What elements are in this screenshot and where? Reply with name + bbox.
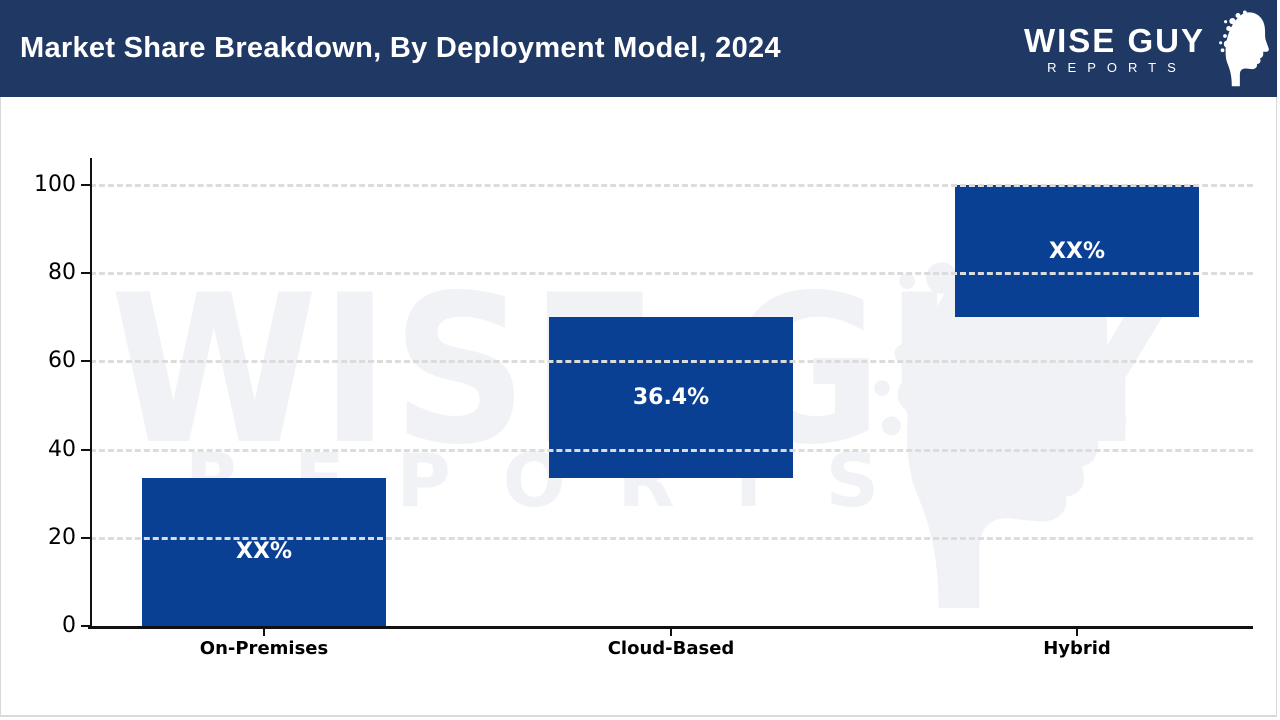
- chart-title: Market Share Breakdown, By Deployment Mo…: [20, 32, 781, 64]
- gridline-y100: [90, 184, 1253, 187]
- ytick-label-60: 60: [48, 348, 76, 374]
- bar-value-label: XX%: [236, 539, 292, 565]
- bar-on-premises: XX%: [142, 477, 386, 626]
- ytick-mark-0: [81, 625, 90, 627]
- wiseguy-logo: WISE GUY REPORTS: [1024, 4, 1269, 94]
- logo-text: WISE GUY REPORTS: [1024, 24, 1205, 74]
- category-label-1: Cloud-Based: [607, 638, 735, 659]
- ytick-label-20: 20: [48, 524, 76, 550]
- ytick-label-100: 100: [34, 172, 76, 197]
- category-label-2: Hybrid: [1043, 638, 1111, 659]
- y-axis-line: [90, 158, 92, 628]
- ytick-mark-80: [81, 272, 90, 275]
- logo-wordmark: WISE GUY: [1023, 22, 1205, 59]
- logo-head-icon: [1207, 6, 1269, 92]
- xtick-mark-2: [1076, 628, 1078, 636]
- ytick-mark-20: [81, 536, 90, 539]
- xtick-mark-1: [670, 628, 672, 636]
- header: Market Share Breakdown, By Deployment Mo…: [0, 0, 1277, 97]
- category-label-0: On-Premises: [199, 638, 329, 659]
- bar-cloud-based: 36.4%: [549, 317, 793, 478]
- ytick-label-40: 40: [48, 436, 76, 462]
- xtick-mark-0: [263, 628, 265, 636]
- ytick-mark-100: [81, 184, 90, 186]
- ytick-label-0: 0: [62, 613, 76, 638]
- gridline-y40: [90, 448, 1253, 452]
- gridline-y20: [90, 536, 1253, 540]
- bar-value-label: XX%: [1049, 238, 1105, 264]
- ytick-mark-40: [81, 448, 90, 451]
- gridline-y60: [90, 360, 1253, 364]
- logo-subtext: REPORTS: [1047, 60, 1187, 75]
- x-axis-line: [88, 626, 1253, 629]
- ytick-mark-60: [81, 360, 90, 363]
- bar-value-label: 36.4%: [632, 385, 710, 411]
- ytick-label-80: 80: [48, 260, 76, 286]
- bar-hybrid: XX%: [955, 185, 1199, 318]
- gridline-y80: [90, 272, 1253, 276]
